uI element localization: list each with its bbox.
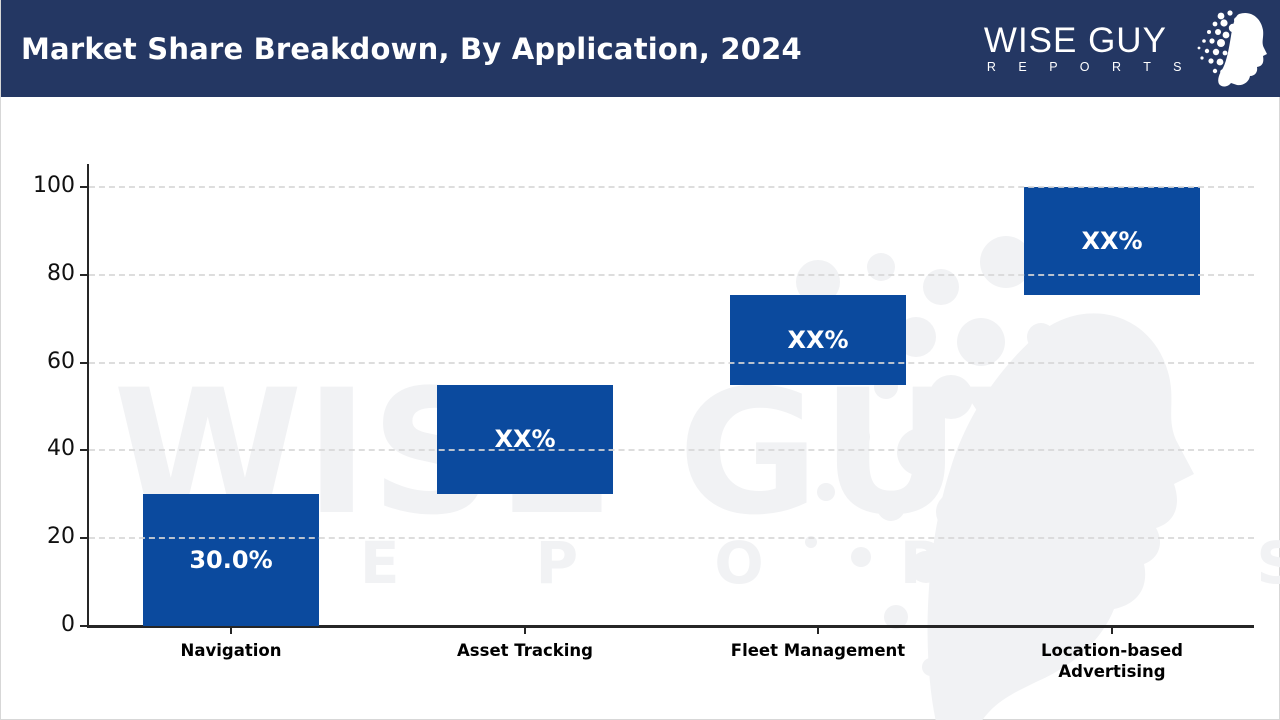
y-tick-label-40: 40 bbox=[47, 436, 75, 462]
gridline-80 bbox=[89, 273, 1254, 276]
dotted-head-icon bbox=[1197, 9, 1267, 87]
bar-fleet-management: XX% bbox=[730, 294, 906, 385]
x-category-label-location-based-advertising: Location-based Advertising bbox=[1040, 641, 1183, 681]
bar-navigation: 30.0% bbox=[143, 494, 319, 626]
bar-value-label-location-based-advertising: XX% bbox=[1081, 226, 1143, 255]
y-tick-20 bbox=[80, 537, 89, 540]
gridline-40 bbox=[89, 449, 1254, 452]
y-tick-0 bbox=[80, 625, 89, 627]
y-tick-label-0: 0 bbox=[61, 612, 75, 637]
x-category-label-asset-tracking: Asset Tracking bbox=[457, 641, 593, 660]
y-tick-100 bbox=[80, 186, 89, 188]
logo-text: WISE GUY R E P O R T S bbox=[983, 21, 1191, 75]
y-tick-label-60: 60 bbox=[47, 348, 75, 374]
y-tick-label-100: 100 bbox=[33, 173, 75, 198]
logo-subtext: R E P O R T S bbox=[986, 60, 1191, 74]
chart-title: Market Share Breakdown, By Application, … bbox=[21, 31, 802, 66]
header-bar: Market Share Breakdown, By Application, … bbox=[1, 0, 1280, 97]
gridline-20 bbox=[89, 537, 1254, 540]
y-tick-40 bbox=[80, 449, 89, 452]
x-category-label-fleet-management: Fleet Management bbox=[730, 641, 906, 660]
bar-asset-tracking: XX% bbox=[437, 384, 613, 495]
x-tick-fleet-management bbox=[817, 626, 819, 634]
wise-guy-reports-logo: WISE GUY R E P O R T S bbox=[984, 8, 1267, 90]
y-tick-label-20: 20 bbox=[47, 524, 75, 550]
x-axis-line bbox=[87, 625, 1254, 628]
x-tick-asset-tracking bbox=[524, 626, 526, 634]
y-tick-80 bbox=[80, 273, 89, 276]
y-tick-label-80: 80 bbox=[47, 260, 75, 286]
gridline-100 bbox=[89, 186, 1254, 188]
gridline-60 bbox=[89, 361, 1254, 364]
x-category-label-navigation: Navigation bbox=[180, 641, 282, 660]
logo-wordmark: WISE GUY bbox=[983, 21, 1167, 60]
y-tick-60 bbox=[80, 361, 89, 364]
x-tick-navigation bbox=[230, 626, 232, 634]
x-tick-location-based-advertising bbox=[1111, 626, 1113, 634]
bar-location-based-advertising: XX% bbox=[1024, 187, 1200, 295]
bar-value-label-fleet-management: XX% bbox=[787, 325, 849, 354]
bar-value-label-navigation: 30.0% bbox=[189, 546, 273, 575]
bar-value-label-asset-tracking: XX% bbox=[494, 425, 556, 454]
y-axis-line bbox=[87, 164, 89, 628]
